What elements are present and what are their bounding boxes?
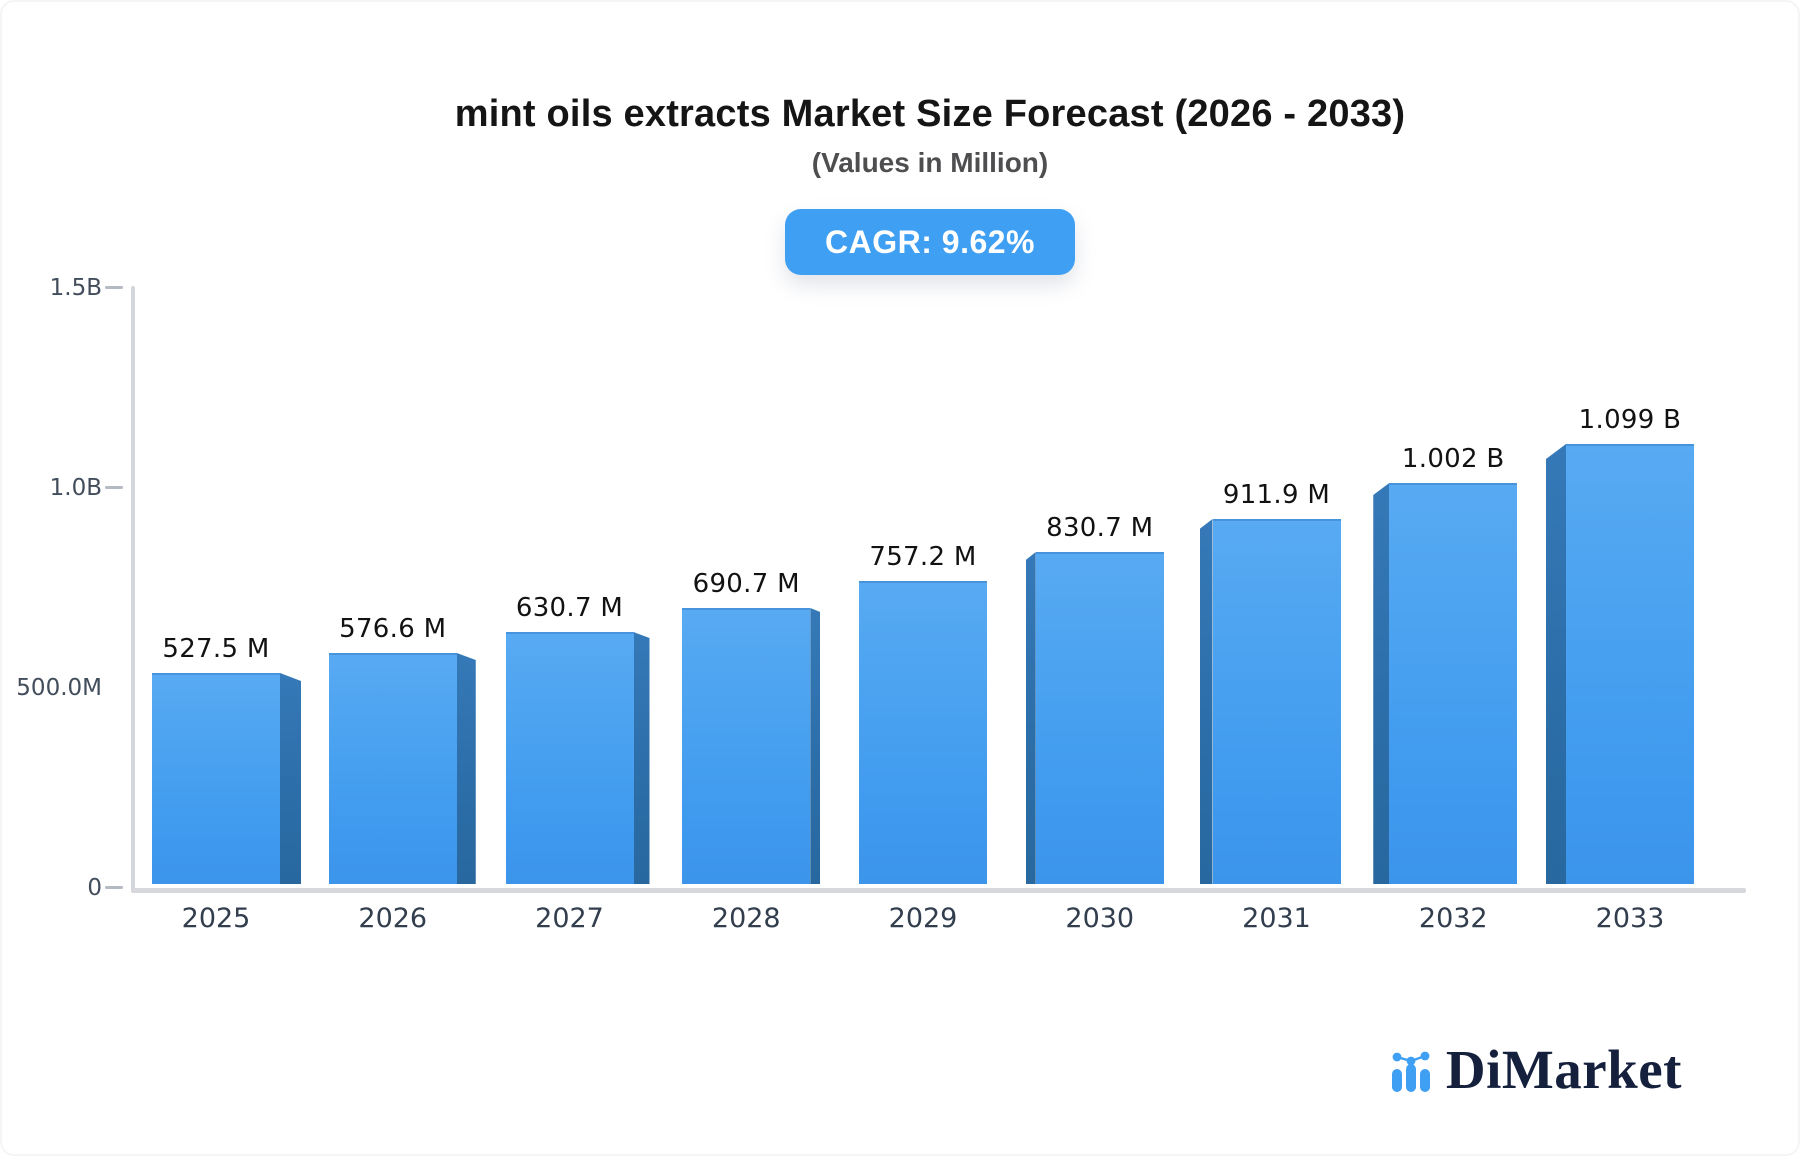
y-tick-mark	[105, 886, 123, 889]
y-tick-label-0: 0	[87, 875, 102, 901]
bar-2030	[1035, 552, 1164, 884]
bar-2033	[1566, 444, 1694, 884]
bar-value-label-2028: 690.7 M	[692, 569, 800, 599]
y-tick-label-1.5B: 1.5B	[49, 275, 102, 301]
brand-name: DiMarket	[1445, 1039, 1682, 1100]
chart-header: mint oils extracts Market Size Forecast …	[62, 90, 1798, 275]
x-tick-label-2033: 2033	[1595, 903, 1665, 934]
bar-value-label-2029: 757.2 M	[869, 542, 977, 572]
bar-value-label-2025: 527.5 M	[162, 634, 270, 664]
x-tick-label-2025: 2025	[181, 903, 251, 934]
bar-chart-icon	[1391, 1051, 1430, 1092]
bar-side-face-2033	[1546, 444, 1566, 884]
bar-side-face-2030	[1025, 552, 1036, 884]
bar-value-label-2032: 1.002 B	[1401, 444, 1505, 474]
x-tick-label-2032: 2032	[1418, 903, 1488, 934]
y-tick-label-1.0B: 1.0B	[49, 475, 102, 501]
bar-side-face-2032	[1373, 483, 1390, 884]
y-axis-line	[131, 286, 135, 892]
brand-logo: DiMarket	[1391, 1039, 1682, 1100]
bar-side-face-2025	[280, 673, 301, 884]
x-tick-label-2031: 2031	[1242, 903, 1311, 934]
bar-2027	[505, 632, 634, 884]
bar-side-face-2031	[1199, 519, 1213, 884]
bar-2025	[152, 673, 280, 884]
chart-title: mint oils extracts Market Size Forecast …	[454, 93, 1406, 135]
bar-value-label-2031: 911.9 M	[1222, 480, 1331, 510]
bar-2031	[1212, 519, 1341, 884]
bar-value-label-2030: 830.7 M	[1046, 513, 1154, 543]
bar-2026	[328, 653, 457, 884]
bar-2032	[1389, 483, 1518, 884]
x-tick-label-2026: 2026	[358, 903, 428, 934]
bar-side-face-2026	[456, 653, 476, 884]
x-axis-line	[131, 888, 1746, 893]
x-tick-label-2028: 2028	[711, 903, 781, 934]
x-tick-label-2027: 2027	[535, 903, 604, 934]
y-tick-label-500.0M: 500.0M	[16, 675, 102, 701]
y-tick-mark	[105, 286, 123, 289]
bar-2028	[682, 608, 811, 884]
bar-2029	[859, 581, 987, 884]
y-tick-mark	[105, 486, 123, 489]
bar-side-face-2028	[810, 608, 821, 884]
x-tick-label-2030: 2030	[1065, 903, 1135, 934]
cagr-badge: CAGR: 9.62%	[785, 209, 1075, 275]
chart-subtitle: (Values in Million)	[811, 147, 1049, 178]
x-tick-label-2029: 2029	[888, 903, 958, 934]
bar-value-label-2026: 576.6 M	[339, 614, 447, 644]
bar-side-face-2027	[633, 632, 650, 884]
bar-value-label-2027: 630.7 M	[515, 593, 624, 623]
bar-value-label-2033: 1.099 B	[1578, 405, 1682, 435]
